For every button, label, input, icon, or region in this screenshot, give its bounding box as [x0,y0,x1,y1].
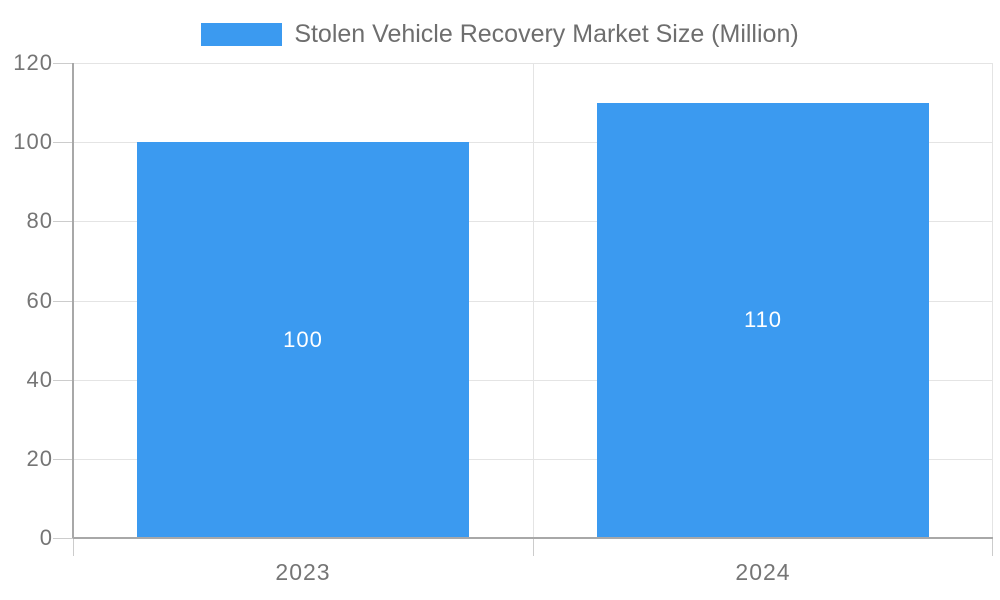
y-axis-tick-label: 60 [26,287,53,313]
legend-label: Stolen Vehicle Recovery Market Size (Mil… [294,20,799,48]
y-tick [53,142,73,144]
x-axis-category-label: 2023 [275,559,331,585]
bar-value-label: 110 [743,307,783,333]
x-axis-category-label: 2024 [735,559,791,585]
y-tick [53,458,73,460]
x-tick [73,538,74,556]
x-axis-line [73,537,993,539]
y-tick [53,63,73,64]
bar-value-label: 100 [283,327,323,353]
y-axis-line [72,63,74,538]
y-axis-tick-label: 20 [26,445,53,471]
y-tick [53,379,73,381]
legend[interactable]: Stolen Vehicle Recovery Market Size (Mil… [0,20,1000,49]
y-axis-tick-label: 0 [39,525,53,550]
legend-swatch-icon [201,23,283,46]
y-axis-tick-label: 40 [26,366,53,392]
y-axis-tick-label: 120 [13,50,53,75]
plot-area: 0 20 40 60 80 100 120 100 2023 110 2024 [13,50,993,585]
x-tick [533,538,534,556]
category-boundary-gridline [533,63,534,538]
plot-right-gridline [992,63,993,538]
bar-2024[interactable]: 110 [597,102,929,538]
y-tick [53,538,73,539]
bar-2023[interactable]: 100 [137,142,469,538]
x-tick [992,538,993,556]
y-tick [53,300,73,302]
y-tick [53,221,73,223]
y-axis-tick-label: 80 [26,208,53,234]
y-axis-tick-label: 100 [13,129,53,155]
